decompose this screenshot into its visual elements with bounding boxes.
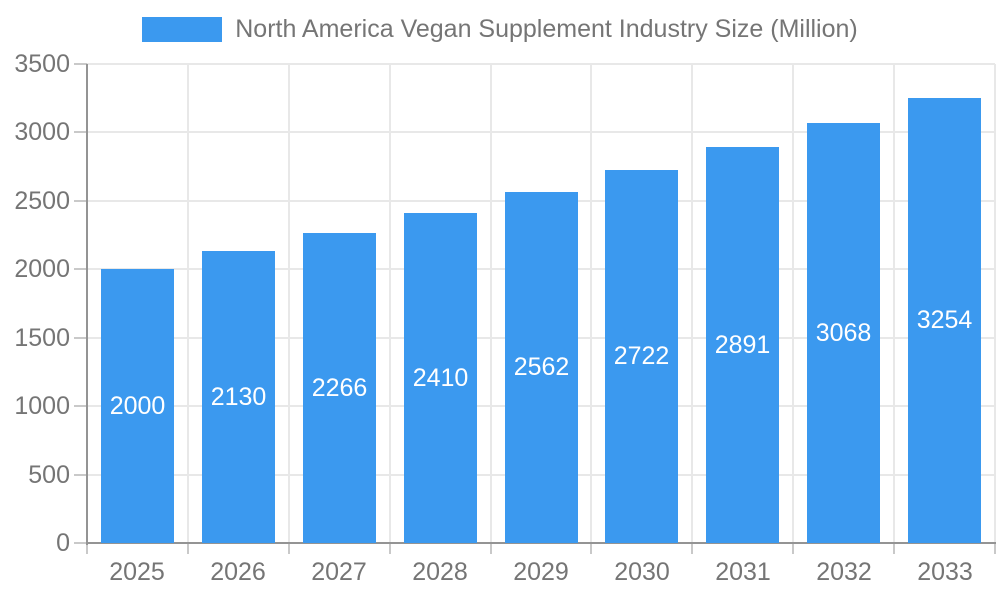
x-axis-tick-label: 2027 <box>311 558 367 586</box>
x-axis-tick-label: 2029 <box>513 558 569 586</box>
gridline-horizontal <box>87 131 995 133</box>
gridline-vertical <box>994 64 996 543</box>
bar[interactable]: 2891 <box>706 147 779 543</box>
x-axis-tick-label: 2028 <box>412 558 468 586</box>
bar-value-label: 2130 <box>210 382 267 411</box>
bar-value-label: 2000 <box>109 391 166 420</box>
x-axis-tick-mark <box>288 543 290 554</box>
x-axis-tick-label: 2025 <box>109 558 165 586</box>
x-axis-tick-label: 2033 <box>917 558 973 586</box>
gridline-vertical <box>288 64 290 543</box>
y-axis-tick-mark <box>74 131 87 133</box>
y-axis-tick-mark <box>74 63 87 65</box>
x-axis-tick-label: 2026 <box>210 558 266 586</box>
x-axis-tick-mark <box>389 543 391 554</box>
bar[interactable]: 3068 <box>807 123 880 543</box>
bar-value-label: 2266 <box>311 373 368 402</box>
y-axis-tick-mark <box>74 268 87 270</box>
x-axis-tick-mark <box>490 543 492 554</box>
gridline-vertical <box>389 64 391 543</box>
y-axis-tick-label: 3000 <box>14 118 70 146</box>
gridline-vertical <box>792 64 794 543</box>
bar[interactable]: 3254 <box>908 98 981 543</box>
bar[interactable]: 2410 <box>404 213 477 543</box>
gridline-vertical <box>691 64 693 543</box>
y-axis-tick-label: 0 <box>56 529 70 557</box>
x-axis-tick-mark <box>187 543 189 554</box>
y-axis-tick-label: 3500 <box>14 50 70 78</box>
chart-legend[interactable]: North America Vegan Supplement Industry … <box>0 17 1000 42</box>
x-axis-tick-mark <box>691 543 693 554</box>
bar[interactable]: 2722 <box>605 170 678 543</box>
y-axis-tick-mark <box>74 337 87 339</box>
gridline-vertical <box>590 64 592 543</box>
gridline-vertical <box>893 64 895 543</box>
y-axis-tick-label: 500 <box>28 461 70 489</box>
bar-value-label: 2891 <box>714 330 771 359</box>
bar[interactable]: 2562 <box>505 192 578 543</box>
y-axis-tick-mark <box>74 542 87 544</box>
legend-swatch-icon <box>142 17 223 42</box>
y-axis-tick-label: 2000 <box>14 255 70 283</box>
x-axis-tick-label: 2030 <box>614 558 670 586</box>
y-axis-line <box>86 64 88 545</box>
legend-label: North America Vegan Supplement Industry … <box>235 15 858 43</box>
bar[interactable]: 2130 <box>202 251 275 543</box>
x-axis-tick-mark <box>893 543 895 554</box>
bar-value-label: 2722 <box>613 342 670 370</box>
gridline-vertical <box>490 64 492 543</box>
x-axis-tick-mark <box>590 543 592 554</box>
bar-value-label: 3068 <box>815 318 872 347</box>
x-axis-tick-label: 2032 <box>816 558 872 586</box>
y-axis-tick-label: 2500 <box>14 187 70 215</box>
x-axis-tick-mark <box>792 543 794 554</box>
x-axis-tick-mark <box>86 543 88 554</box>
y-axis-tick-label: 1000 <box>14 392 70 420</box>
x-axis-tick-label: 2031 <box>715 558 771 586</box>
bar[interactable]: 2000 <box>101 269 174 543</box>
gridline-horizontal <box>87 63 995 65</box>
y-axis-tick-mark <box>74 405 87 407</box>
gridline-vertical <box>187 64 189 543</box>
bar-value-label: 2562 <box>513 353 570 381</box>
bar-value-label: 3254 <box>916 306 973 334</box>
y-axis-tick-label: 1500 <box>14 324 70 352</box>
x-axis-line <box>86 542 996 544</box>
x-axis-tick-mark <box>994 543 996 554</box>
y-axis-tick-mark <box>74 200 87 202</box>
bar-value-label: 2410 <box>412 363 469 392</box>
y-axis-tick-mark <box>74 474 87 476</box>
bar[interactable]: 2266 <box>303 233 376 543</box>
